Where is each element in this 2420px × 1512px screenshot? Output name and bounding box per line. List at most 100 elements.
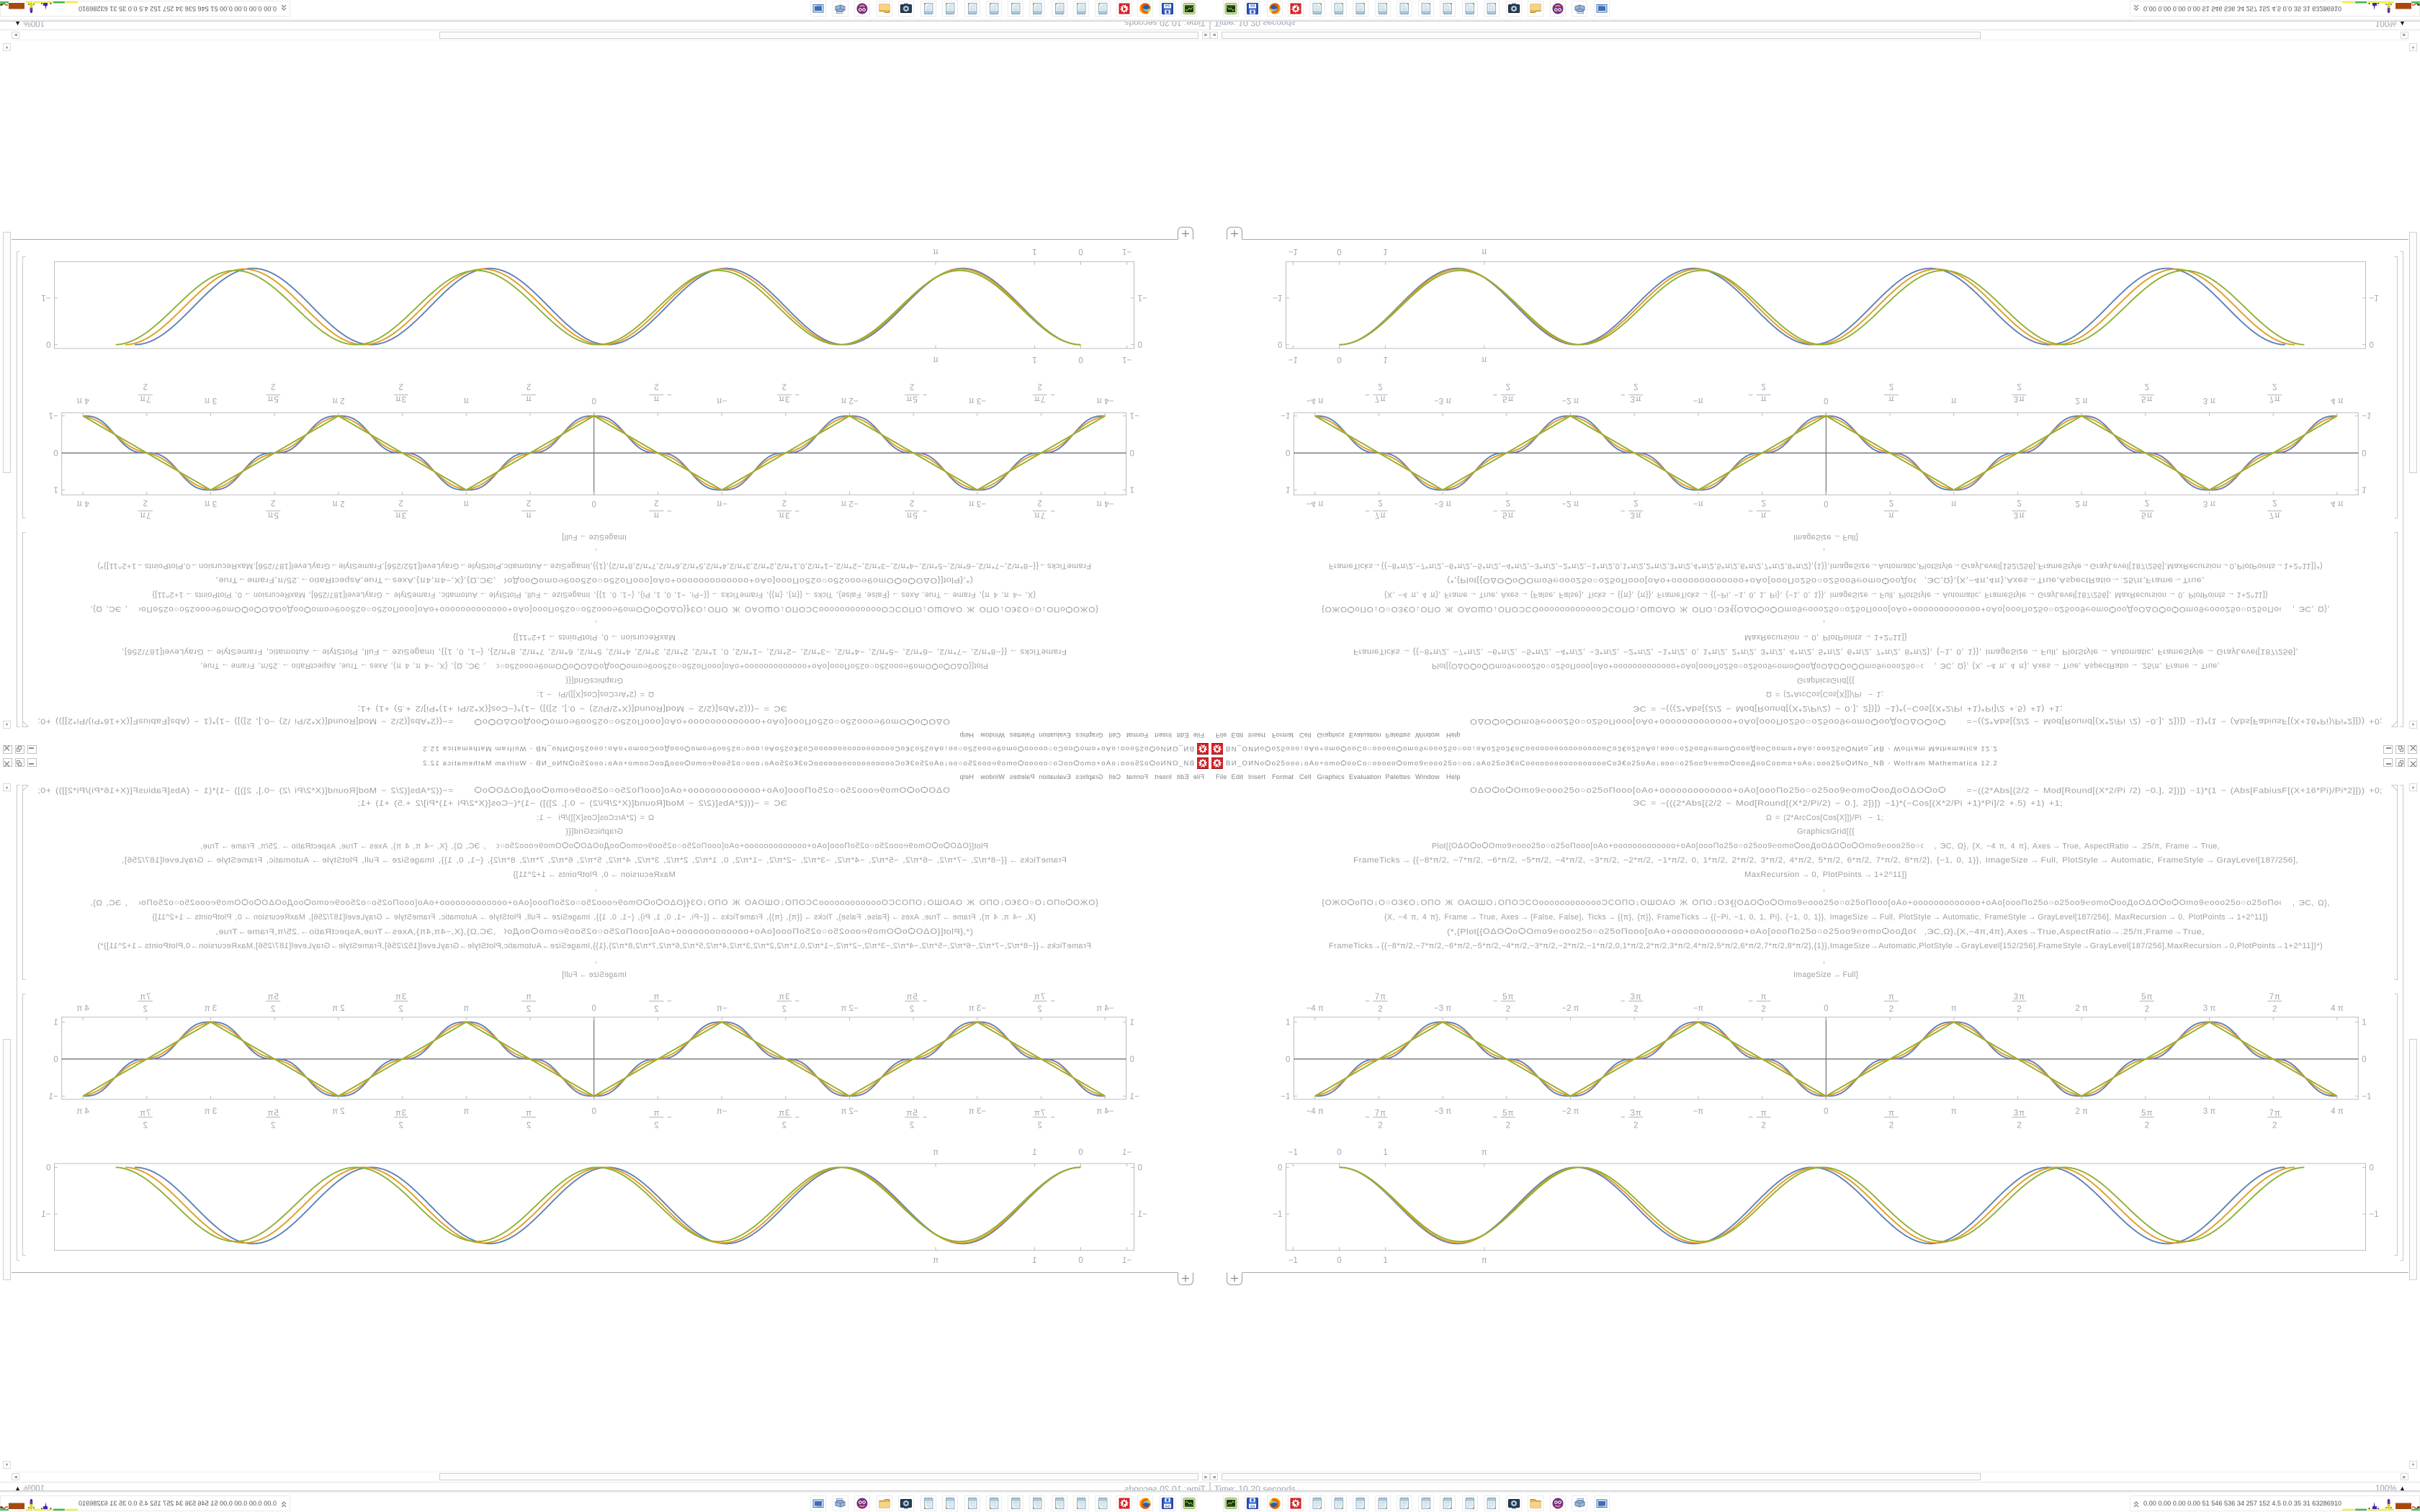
- svg-text:2: 2: [782, 382, 786, 391]
- svg-text:−4 π: −4 π: [1307, 499, 1324, 508]
- svg-text:π: π: [1761, 993, 1767, 1002]
- svg-text:2: 2: [526, 1005, 531, 1014]
- svg-text:3 π: 3 π: [395, 395, 406, 403]
- svg-text:0: 0: [46, 340, 50, 348]
- svg-text:2 π: 2 π: [2075, 396, 2088, 405]
- svg-text:2: 2: [2145, 1122, 2149, 1130]
- svg-text:−3 π: −3 π: [969, 499, 986, 508]
- svg-text:π: π: [526, 993, 532, 1002]
- svg-text:1: 1: [1032, 1148, 1036, 1157]
- svg-text:−4 π: −4 π: [1307, 1004, 1324, 1013]
- svg-text:2 π: 2 π: [2075, 1107, 2088, 1116]
- svg-text:5 π: 5 π: [1502, 510, 1513, 519]
- svg-text:−: −: [667, 1114, 672, 1122]
- svg-text:7 π: 7 π: [140, 993, 151, 1002]
- svg-text:2: 2: [526, 382, 531, 391]
- svg-text:7 π: 7 π: [1034, 510, 1045, 519]
- svg-text:7 π: 7 π: [140, 510, 151, 519]
- svg-text:−: −: [667, 506, 672, 515]
- svg-text:0: 0: [2362, 448, 2366, 456]
- svg-text:0: 0: [1286, 1056, 1290, 1064]
- svg-text:2 π: 2 π: [332, 1107, 345, 1116]
- svg-text:5 π: 5 π: [267, 993, 278, 1002]
- svg-text:π: π: [1951, 396, 1957, 405]
- svg-text:3 π: 3 π: [1631, 395, 1641, 403]
- svg-text:2: 2: [2272, 1005, 2277, 1014]
- svg-text:0: 0: [1337, 1256, 1341, 1265]
- svg-text:4 π: 4 π: [2331, 1004, 2344, 1013]
- svg-text:7 π: 7 π: [1034, 993, 1045, 1002]
- svg-text:−1: −1: [1289, 1256, 1298, 1265]
- svg-text:5 π: 5 π: [267, 1110, 278, 1118]
- svg-text:2: 2: [910, 1122, 914, 1130]
- svg-text:64: 64: [1250, 1505, 1255, 1509]
- svg-text:π: π: [653, 1110, 659, 1118]
- svg-text:−: −: [667, 997, 672, 1006]
- svg-text:1: 1: [1383, 1148, 1387, 1157]
- svg-text:−2 π: −2 π: [1561, 1004, 1579, 1013]
- svg-text:−1: −1: [1289, 247, 1298, 256]
- svg-text:−: −: [794, 390, 799, 399]
- svg-text:2: 2: [654, 1122, 658, 1130]
- svg-text:0: 0: [1824, 396, 1828, 405]
- svg-text:−4 π: −4 π: [1096, 1107, 1113, 1116]
- svg-text:2: 2: [143, 1005, 148, 1014]
- svg-text:π: π: [526, 510, 532, 519]
- svg-text:0: 0: [1078, 1256, 1083, 1265]
- svg-text:π: π: [463, 1107, 469, 1116]
- svg-text:3 π: 3 π: [395, 1110, 406, 1118]
- svg-text:π: π: [653, 510, 659, 519]
- svg-text:π: π: [1482, 1148, 1487, 1157]
- svg-text:−1: −1: [1122, 355, 1131, 364]
- svg-text:2: 2: [910, 382, 914, 391]
- svg-text:2: 2: [1506, 382, 1510, 391]
- svg-text:π: π: [1482, 1256, 1487, 1265]
- svg-text:π: π: [526, 395, 532, 403]
- svg-text:3 π: 3 π: [1631, 510, 1641, 519]
- svg-text:5 π: 5 π: [1502, 1110, 1513, 1118]
- svg-text:−: −: [1365, 997, 1370, 1006]
- svg-text:7 π: 7 π: [1034, 395, 1045, 403]
- svg-text:−π: −π: [1693, 1004, 1704, 1013]
- svg-text:2: 2: [2272, 382, 2277, 391]
- svg-text:2: 2: [398, 382, 403, 391]
- svg-text:5 π: 5 π: [2141, 993, 2152, 1002]
- svg-text:0: 0: [1337, 355, 1341, 364]
- svg-text:2: 2: [1037, 382, 1041, 391]
- svg-text:4 π: 4 π: [2331, 499, 2344, 508]
- svg-text:π: π: [1951, 1004, 1957, 1013]
- svg-text:2: 2: [2145, 1005, 2149, 1014]
- svg-text:−: −: [1492, 390, 1497, 399]
- svg-text:−4 π: −4 π: [1307, 1107, 1324, 1116]
- svg-text:0: 0: [2370, 1164, 2374, 1172]
- svg-text:4 π: 4 π: [76, 499, 89, 508]
- svg-text:2: 2: [271, 498, 275, 507]
- svg-text:0: 0: [591, 499, 596, 508]
- svg-text:−1: −1: [41, 1210, 50, 1219]
- svg-text:3 π: 3 π: [205, 1004, 218, 1013]
- svg-text:2: 2: [271, 1005, 275, 1014]
- svg-text:1: 1: [1383, 247, 1387, 256]
- svg-text:7 π: 7 π: [1375, 993, 1386, 1002]
- svg-text:64: 64: [1250, 3, 1255, 7]
- svg-text:2: 2: [782, 1122, 786, 1130]
- svg-text:3 π: 3 π: [205, 1107, 218, 1116]
- svg-text:2: 2: [782, 498, 786, 507]
- svg-text:5 π: 5 π: [1502, 993, 1513, 1002]
- svg-text:7 π: 7 π: [140, 395, 151, 403]
- svg-text:2: 2: [2272, 1122, 2277, 1130]
- svg-text:2: 2: [398, 1005, 403, 1014]
- svg-text:−: −: [1050, 997, 1055, 1006]
- svg-text:1: 1: [1383, 355, 1387, 364]
- svg-text:−: −: [1748, 390, 1753, 399]
- svg-text:0: 0: [591, 396, 596, 405]
- svg-text:−2 π: −2 π: [841, 1107, 858, 1116]
- svg-text:0: 0: [1130, 448, 1134, 456]
- svg-text:5 π: 5 π: [267, 510, 278, 519]
- svg-text:2: 2: [782, 1005, 786, 1014]
- svg-text:π: π: [933, 1256, 938, 1265]
- svg-text:−: −: [1492, 1114, 1497, 1122]
- svg-text:2: 2: [526, 1122, 531, 1130]
- svg-text:2: 2: [654, 382, 658, 391]
- svg-text:7 π: 7 π: [2269, 1110, 2280, 1118]
